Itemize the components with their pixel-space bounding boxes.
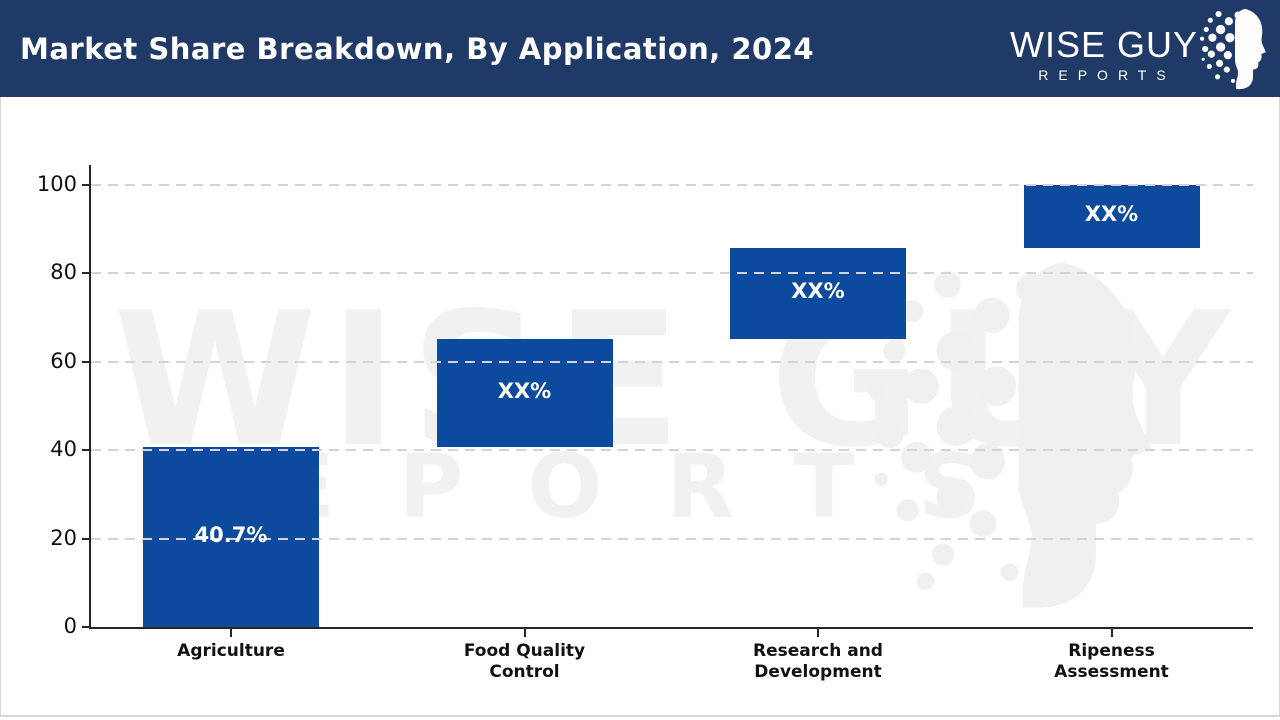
x-tick-1	[523, 629, 526, 637]
x-tick-2	[817, 629, 819, 637]
page-title: Market Share Breakdown, By Application, …	[20, 31, 815, 66]
x-tick-3	[1110, 629, 1113, 637]
header-bar: Market Share Breakdown, By Application, …	[0, 0, 1280, 97]
y-tick-label-60: 60	[50, 348, 77, 373]
y-tick-label-20: 20	[50, 525, 77, 550]
wise-guy-logo: WISE GUY REPORTS	[1010, 0, 1266, 97]
bar-value-label-3: XX%	[1084, 202, 1139, 227]
gridline-60	[91, 360, 1253, 363]
gridline-40	[91, 449, 1253, 452]
x-tick-0	[230, 629, 232, 637]
y-tick-20	[82, 537, 89, 540]
bar-2[interactable]	[730, 247, 906, 339]
chart-area: WISE GUY REPORTS 0 20 40 60 80 100 40.7% Agricu…	[0, 97, 1280, 717]
x-category-label-1: Food Quality Control	[463, 641, 586, 683]
y-tick-60	[82, 360, 89, 363]
bar-value-label-0: 40.7%	[194, 523, 268, 548]
bar-1[interactable]	[436, 338, 613, 448]
x-category-label-3: Ripeness Assessment	[1054, 641, 1169, 683]
x-category-label-2: Research and Development	[753, 641, 883, 683]
y-tick-0	[82, 626, 89, 628]
logo-wordmark: WISE GUY	[1009, 24, 1198, 65]
y-tick-label-40: 40	[50, 437, 77, 462]
bar-3[interactable]	[1023, 185, 1200, 248]
logo-text: WISE GUY REPORTS	[1010, 24, 1198, 83]
gridline-20	[91, 537, 1253, 540]
y-tick-label-80: 80	[50, 260, 77, 285]
gridline-100	[91, 184, 1253, 186]
logo-subtitle: REPORTS	[1038, 67, 1176, 83]
bar-0[interactable]	[143, 447, 319, 627]
watermark-face-icon	[867, 262, 1152, 608]
y-tick-label-100: 100	[36, 172, 77, 196]
y-tick-80	[82, 272, 89, 275]
bar-value-label-1: XX%	[497, 378, 552, 403]
logo-face-icon	[1200, 8, 1266, 90]
x-category-label-0: Agriculture	[177, 641, 285, 661]
y-axis-line	[89, 165, 91, 629]
x-axis-line	[89, 627, 1253, 629]
y-tick-40	[82, 449, 89, 452]
y-tick-label-0: 0	[63, 614, 77, 638]
y-tick-100	[82, 184, 89, 186]
bar-value-label-2: XX%	[791, 279, 845, 304]
gridline-80	[91, 272, 1253, 275]
